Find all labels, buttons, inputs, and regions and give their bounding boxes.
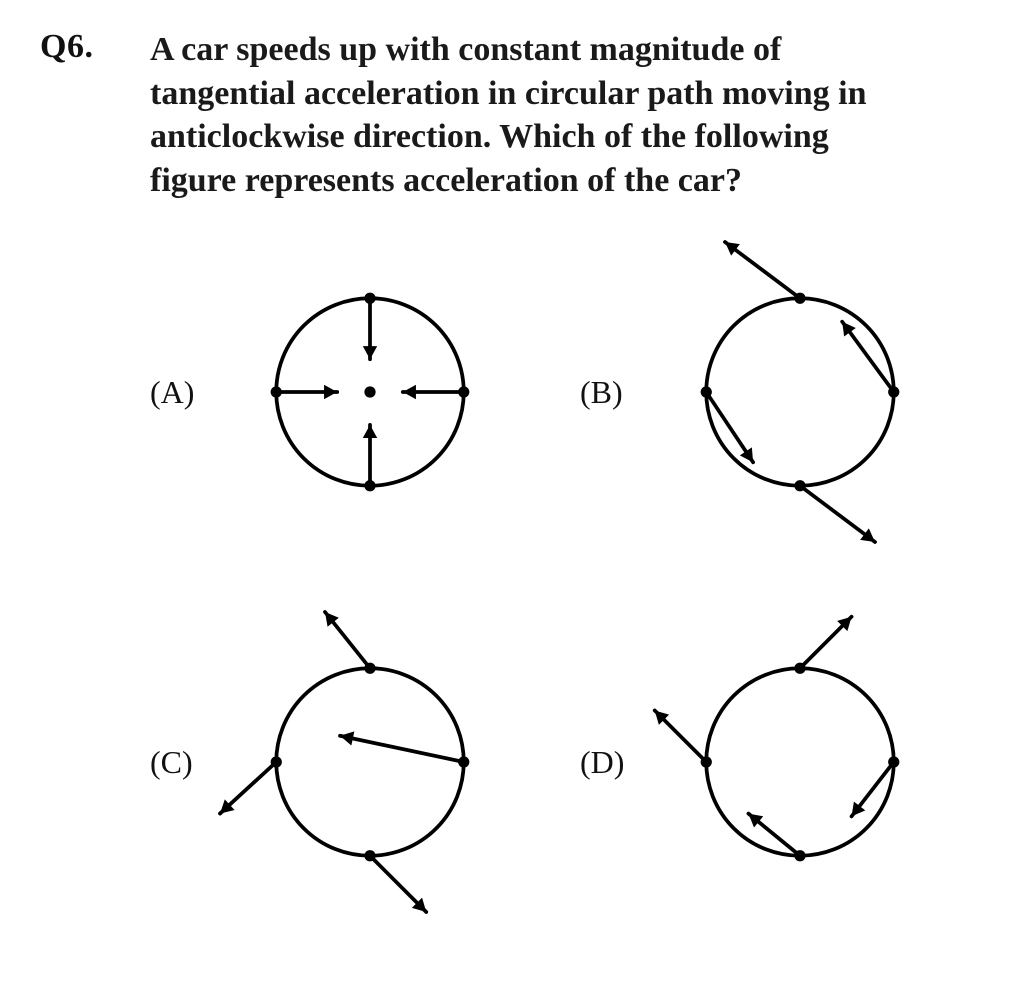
option-c-label: (C) xyxy=(150,744,220,781)
option-c-figure xyxy=(220,612,520,912)
option-b-label: (B) xyxy=(580,374,650,411)
option-a-figure xyxy=(220,242,520,542)
figure-b-svg xyxy=(650,242,950,542)
question-number: Q6. xyxy=(40,28,150,66)
options-grid: (A) (B) (C) (D) xyxy=(150,242,980,912)
figure-d-svg xyxy=(650,612,950,912)
option-d-label: (D) xyxy=(580,744,650,781)
option-a-label: (A) xyxy=(150,374,220,411)
option-c: (C) xyxy=(150,612,550,912)
question-row: Q6. A car speeds up with constant magnit… xyxy=(40,28,984,202)
option-d-figure xyxy=(650,612,950,912)
figure-a-svg xyxy=(220,242,520,542)
option-a: (A) xyxy=(150,242,550,542)
option-d: (D) xyxy=(580,612,980,912)
question-text: A car speeds up with constant magnitude … xyxy=(150,28,910,202)
figure-c-svg xyxy=(220,612,520,912)
option-b-figure xyxy=(650,242,950,542)
option-b: (B) xyxy=(580,242,980,542)
page: Q6. A car speeds up with constant magnit… xyxy=(0,0,1024,994)
